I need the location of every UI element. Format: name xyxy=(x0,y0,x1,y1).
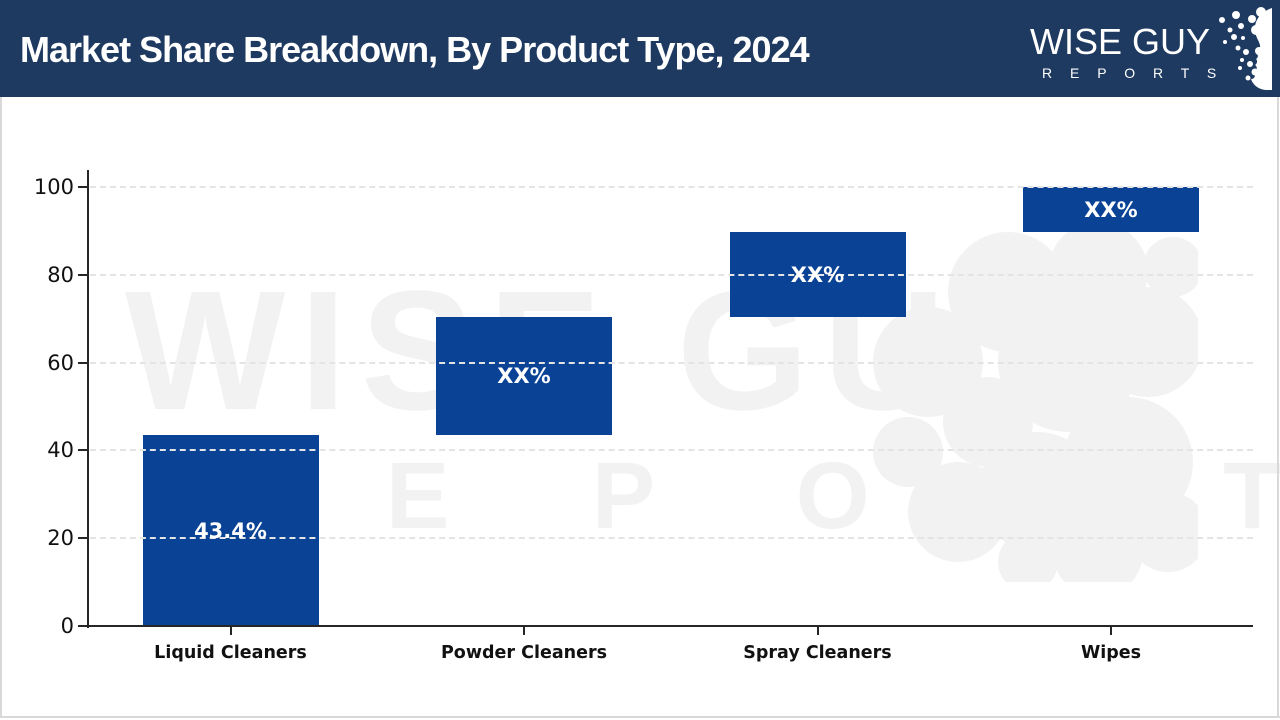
logo-tagline-text: R E P O R T S xyxy=(1042,65,1223,81)
page-border-right xyxy=(1277,97,1279,718)
x-tick-1 xyxy=(229,627,232,635)
bar-value-label: 43.4% xyxy=(194,518,267,543)
y-tick-0 xyxy=(78,625,87,627)
gridline-20 xyxy=(90,537,1253,540)
logo-face-profile-icon xyxy=(1251,8,1272,90)
x-tick-4 xyxy=(1110,627,1112,635)
y-tick-label: 20 xyxy=(47,526,74,551)
bar-wipes xyxy=(1023,187,1199,233)
page-border-bottom xyxy=(0,716,1280,718)
y-tick-label: 60 xyxy=(47,350,74,375)
y-tick-20 xyxy=(78,537,87,540)
x-tick-3 xyxy=(816,627,819,635)
y-tick-40 xyxy=(78,449,87,452)
bar-powder-cleaners xyxy=(436,316,612,436)
y-tick-label: 100 xyxy=(33,175,74,199)
x-category-label: Powder Cleaners xyxy=(440,643,608,663)
report-header: Market Share Breakdown, By Product Type,… xyxy=(0,0,1280,97)
x-axis-spine xyxy=(87,625,1253,627)
y-tick-60 xyxy=(78,361,87,364)
page-title: Market Share Breakdown, By Product Type,… xyxy=(20,29,810,70)
y-axis-spine xyxy=(87,170,89,628)
logo-name-text: WISE GUY xyxy=(1030,21,1210,62)
bar-value-label: XX% xyxy=(790,262,845,287)
x-tick-2 xyxy=(523,627,525,635)
bar-value-label: XX% xyxy=(497,364,551,389)
y-tick-100 xyxy=(78,186,87,188)
y-tick-80 xyxy=(78,273,87,276)
y-tick-label: 40 xyxy=(47,438,74,463)
x-category-label: Wipes xyxy=(1080,643,1142,663)
x-category-label: Spray Cleaners xyxy=(743,643,892,663)
wise-guy-reports-logo: WISE GUY R E P O R T S xyxy=(1030,7,1272,90)
page-border-left xyxy=(0,97,2,718)
x-category-label: Liquid Cleaners xyxy=(154,643,307,663)
gridline-80 xyxy=(90,273,1253,276)
gridline-100 xyxy=(90,186,1253,188)
gridline-40 xyxy=(90,449,1253,452)
y-tick-label: 80 xyxy=(47,262,74,287)
bar-value-label: XX% xyxy=(1084,197,1138,222)
bar-liquid-cleaners xyxy=(142,435,319,626)
waterfall-chart: 0 20 40 60 80 100 43.4% Liquid Cleaners XX% Powde… xyxy=(0,97,1280,717)
y-tick-label: 0 xyxy=(60,614,74,638)
gridline-60 xyxy=(90,361,1253,364)
